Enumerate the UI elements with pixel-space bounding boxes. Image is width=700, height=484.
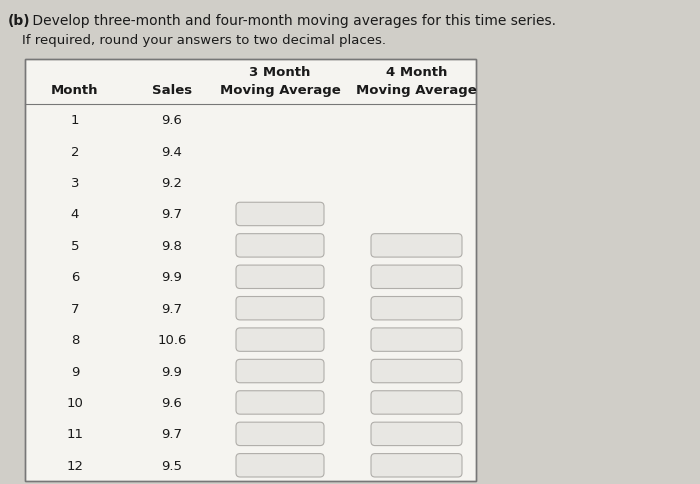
Text: Develop three-month and four-month moving averages for this time series.: Develop three-month and four-month movin… bbox=[28, 14, 556, 28]
Text: 9.7: 9.7 bbox=[162, 208, 183, 221]
FancyBboxPatch shape bbox=[371, 234, 462, 257]
FancyBboxPatch shape bbox=[236, 423, 324, 446]
FancyBboxPatch shape bbox=[236, 297, 324, 320]
Text: 3: 3 bbox=[71, 177, 79, 190]
FancyBboxPatch shape bbox=[236, 328, 324, 351]
Text: (b): (b) bbox=[8, 14, 31, 28]
Text: 5: 5 bbox=[71, 240, 79, 252]
Text: 10: 10 bbox=[66, 396, 83, 409]
Bar bbox=[25, 60, 476, 481]
Text: Moving Average: Moving Average bbox=[220, 84, 340, 97]
FancyBboxPatch shape bbox=[371, 423, 462, 446]
FancyBboxPatch shape bbox=[236, 391, 324, 414]
Text: 12: 12 bbox=[66, 459, 83, 472]
FancyBboxPatch shape bbox=[236, 234, 324, 257]
FancyBboxPatch shape bbox=[371, 266, 462, 289]
Text: 9.5: 9.5 bbox=[162, 459, 183, 472]
Text: 9.9: 9.9 bbox=[162, 365, 183, 378]
Text: 10.6: 10.6 bbox=[158, 333, 187, 347]
FancyBboxPatch shape bbox=[236, 360, 324, 383]
Text: Moving Average: Moving Average bbox=[356, 84, 477, 97]
Text: If required, round your answers to two decimal places.: If required, round your answers to two d… bbox=[22, 34, 386, 47]
FancyBboxPatch shape bbox=[371, 297, 462, 320]
Text: 9.6: 9.6 bbox=[162, 396, 183, 409]
FancyBboxPatch shape bbox=[236, 454, 324, 477]
FancyBboxPatch shape bbox=[236, 203, 324, 226]
Text: 8: 8 bbox=[71, 333, 79, 347]
Text: 3 Month: 3 Month bbox=[249, 66, 311, 79]
Text: 9: 9 bbox=[71, 365, 79, 378]
Text: 11: 11 bbox=[66, 427, 83, 440]
Text: Month: Month bbox=[51, 84, 99, 97]
Text: Sales: Sales bbox=[152, 84, 192, 97]
Text: 4: 4 bbox=[71, 208, 79, 221]
Text: 4 Month: 4 Month bbox=[386, 66, 447, 79]
Text: 9.7: 9.7 bbox=[162, 427, 183, 440]
Text: 9.2: 9.2 bbox=[162, 177, 183, 190]
Text: 1: 1 bbox=[71, 114, 79, 127]
FancyBboxPatch shape bbox=[371, 360, 462, 383]
Text: 6: 6 bbox=[71, 271, 79, 284]
Text: 9.4: 9.4 bbox=[162, 145, 183, 158]
Text: 9.6: 9.6 bbox=[162, 114, 183, 127]
Text: 2: 2 bbox=[71, 145, 79, 158]
FancyBboxPatch shape bbox=[371, 454, 462, 477]
Text: 7: 7 bbox=[71, 302, 79, 315]
Text: 9.9: 9.9 bbox=[162, 271, 183, 284]
FancyBboxPatch shape bbox=[236, 266, 324, 289]
FancyBboxPatch shape bbox=[371, 391, 462, 414]
Bar bbox=[25, 60, 476, 481]
Text: 9.8: 9.8 bbox=[162, 240, 183, 252]
Text: 9.7: 9.7 bbox=[162, 302, 183, 315]
FancyBboxPatch shape bbox=[371, 328, 462, 351]
